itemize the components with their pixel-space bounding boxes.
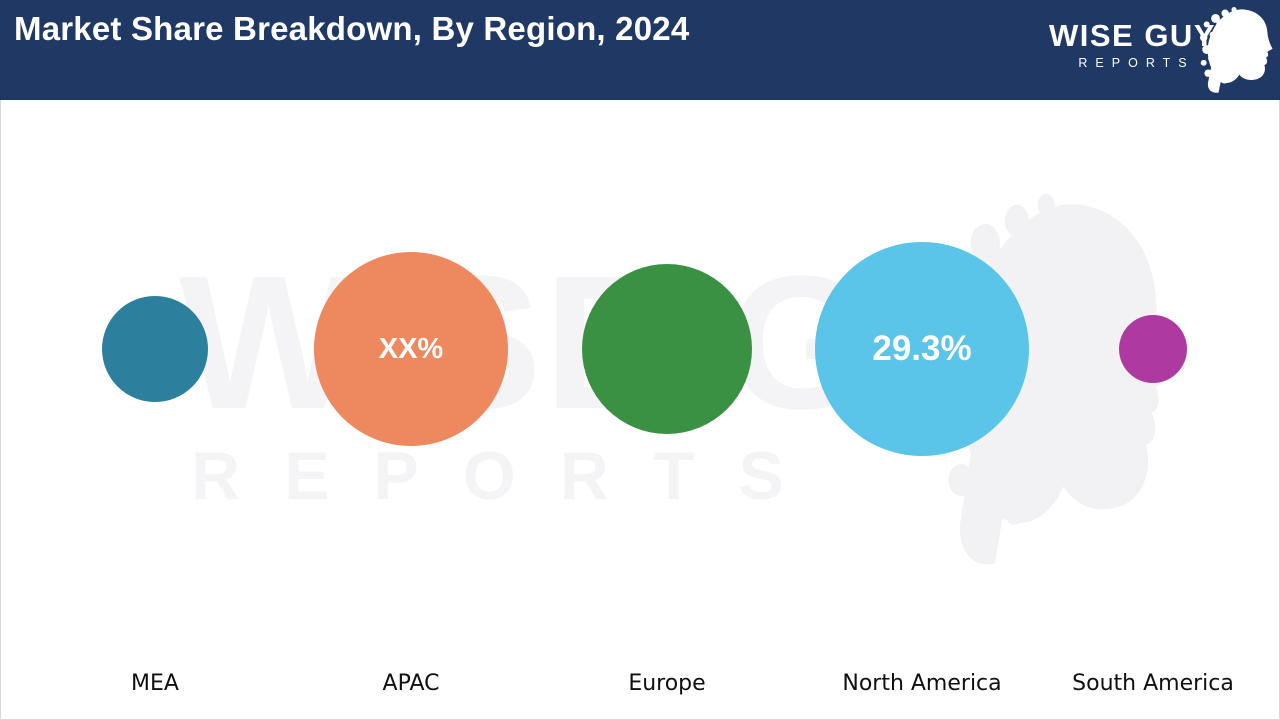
bubble-chart-area: WISE GUY REPORTS XX% 29.3% MEA APAC Euro… — [0, 100, 1280, 720]
category-label-north-america: North America — [842, 671, 1002, 696]
bubble-value-label: 29.3% — [872, 329, 972, 368]
logo-reports-text: REPORTS — [1078, 56, 1195, 70]
page-title: Market Share Breakdown, By Region, 2024 — [14, 10, 690, 47]
bubble-south-america — [1119, 315, 1187, 383]
bubble-europe — [582, 264, 752, 434]
brand-logo: WISE GUY REPORTS — [1049, 6, 1274, 96]
logo-wise-guy-text: WISE GUY — [1048, 18, 1216, 53]
bubble-north-america: 29.3% — [815, 242, 1029, 456]
category-label-apac: APAC — [382, 671, 440, 696]
category-label-mea: MEA — [131, 671, 179, 696]
category-label-south-america: South America — [1072, 671, 1234, 696]
bubble-value-label: XX% — [378, 332, 444, 365]
bubble-apac: XX% — [314, 252, 508, 446]
face-profile-dots-icon — [1200, 6, 1273, 93]
bubble-mea — [102, 296, 208, 402]
brand-logo-text: WISE GUY REPORTS — [1049, 20, 1216, 70]
category-label-europe: Europe — [628, 671, 706, 696]
header-bar: Market Share Breakdown, By Region, 2024 … — [0, 0, 1280, 100]
watermark-reports-text: REPORTS — [191, 438, 828, 514]
